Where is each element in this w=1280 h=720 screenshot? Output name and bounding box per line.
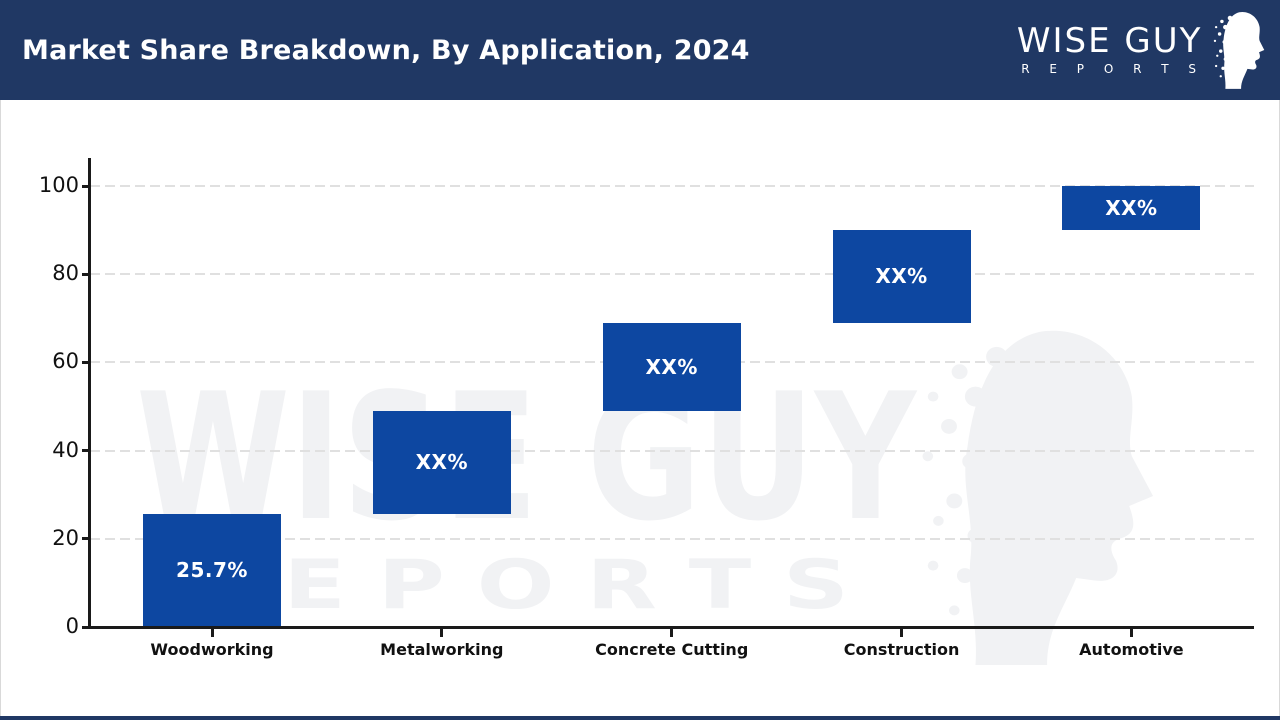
page-title: Market Share Breakdown, By Application, …	[22, 34, 750, 66]
logo-text: WISE GUY R E P O R T S	[1015, 21, 1204, 76]
x-tick-3	[900, 628, 904, 637]
x-tick-4	[1129, 628, 1133, 637]
x-category-label: Metalworking	[380, 640, 504, 659]
x-category-label: Woodworking	[150, 640, 274, 659]
y-tick-80	[82, 272, 90, 276]
bar-automotive: XX%	[1062, 186, 1201, 231]
bar-value-label: XX%	[1105, 196, 1158, 221]
y-tick-60	[82, 360, 90, 364]
bar-construction: XX%	[832, 230, 971, 323]
bar-value-label: XX%	[875, 264, 928, 289]
gridline-80	[90, 273, 1254, 276]
y-tick-label-60: 60	[52, 349, 79, 374]
logo-wordmark: WISE GUY	[1016, 21, 1203, 62]
y-tick-label-40: 40	[52, 437, 79, 462]
bar-value-label: XX%	[645, 354, 698, 379]
bar-concrete-cutting: XX%	[602, 322, 741, 411]
logo-subtext: R E P O R T S	[1021, 61, 1204, 76]
gridline-20	[90, 537, 1254, 540]
gridline-100	[90, 185, 1254, 187]
watermark-face-icon	[922, 330, 1154, 666]
bar-value-label: 25.7%	[176, 558, 248, 583]
bar-value-label: XX%	[415, 450, 469, 475]
y-tick-label-0: 0	[65, 614, 79, 638]
y-tick-label-20: 20	[52, 525, 79, 550]
header-bar: Market Share Breakdown, By Application, …	[0, 0, 1280, 100]
svg-text:R E P O R T S: R E P O R T S	[181, 548, 849, 625]
x-tick-2	[670, 628, 674, 637]
x-category-label: Construction	[843, 640, 960, 659]
bar-woodworking: 25.7%	[143, 513, 281, 627]
y-tick-0	[82, 625, 90, 629]
wiseguy-face-icon	[1213, 12, 1265, 89]
x-tick-1	[440, 628, 444, 637]
y-axis-line	[88, 158, 91, 629]
footer-bar	[0, 716, 1280, 720]
bar-metalworking: XX%	[372, 410, 511, 514]
chart-area: WISE GUY R E P O R T S 0 20 40 60 80 100 25.7%…	[0, 100, 1280, 716]
y-tick-40	[82, 449, 90, 453]
y-tick-20	[82, 537, 90, 541]
x-tick-0	[210, 628, 214, 637]
gridline-40	[90, 449, 1254, 452]
watermark-subtext: R E P O R T S	[181, 548, 849, 625]
x-category-label: Automotive	[1079, 640, 1184, 659]
x-category-label: Concrete Cutting	[595, 640, 749, 659]
y-tick-label-80: 80	[52, 261, 79, 286]
wiseguy-logo: WISE GUY R E P O R T S	[1015, 10, 1280, 90]
y-tick-label-100: 100	[38, 173, 79, 197]
x-axis-line	[88, 625, 1254, 629]
y-tick-100	[82, 184, 90, 188]
